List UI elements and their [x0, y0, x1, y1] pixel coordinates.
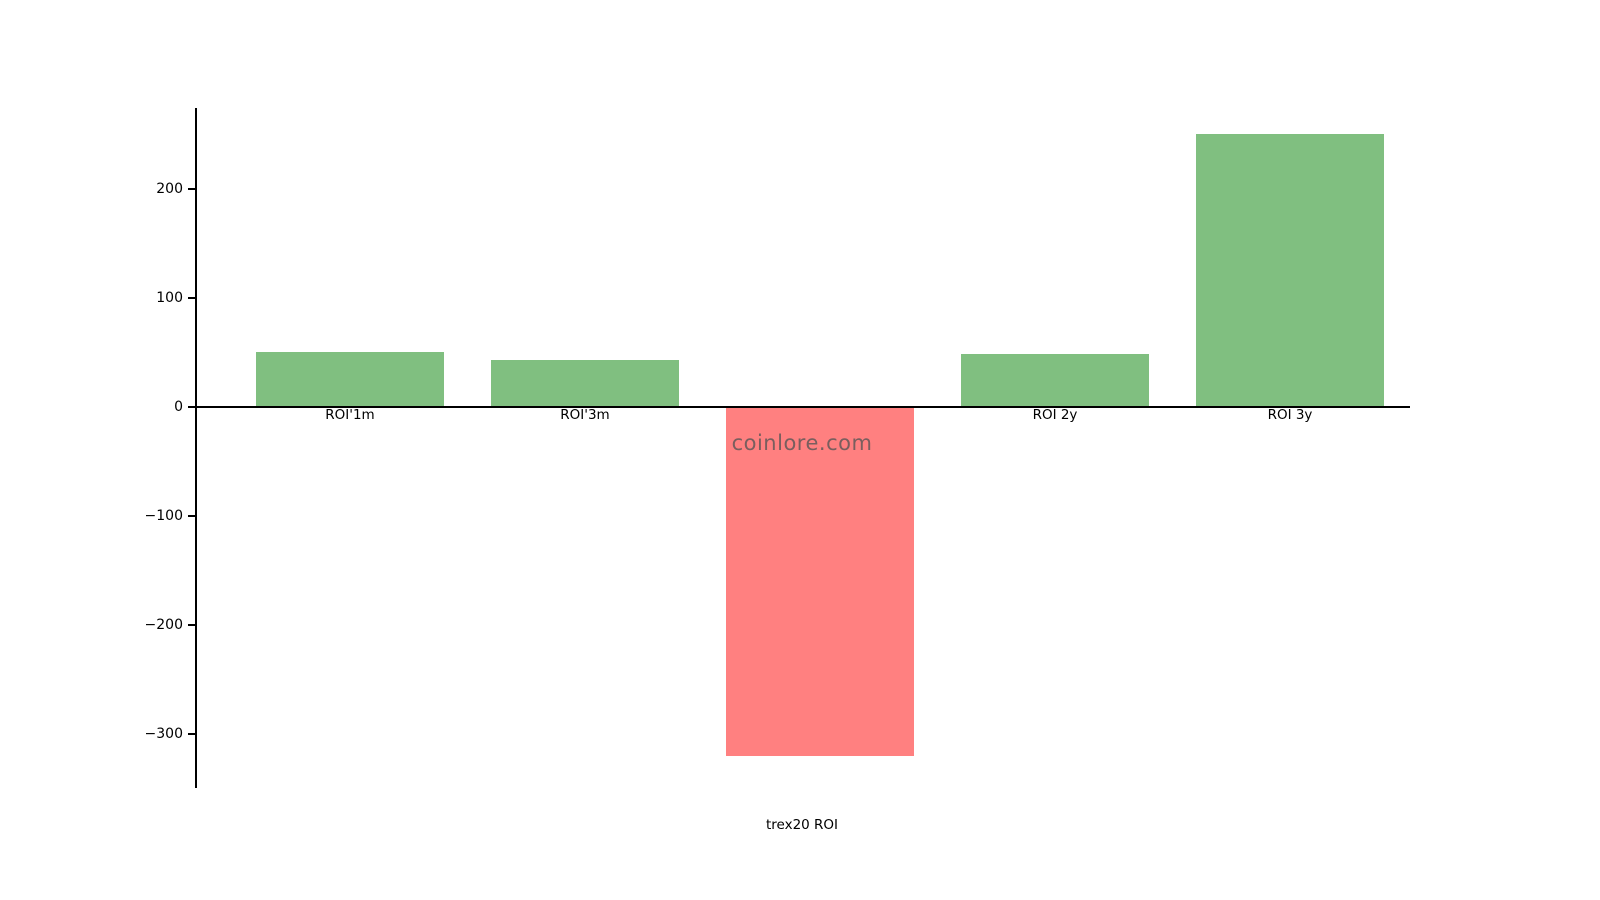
- x-tick-label-roi-3y: ROI 3y: [1267, 407, 1313, 423]
- y-tick-mark: [188, 624, 195, 626]
- bar-roi-3y: [1196, 133, 1384, 406]
- y-tick-label: −200: [144, 617, 183, 633]
- chart-caption: trex20 ROI: [765, 817, 839, 833]
- bar-roi-2y: [961, 353, 1149, 406]
- y-tick-mark: [188, 297, 195, 299]
- bar-roi-1m: [256, 351, 444, 406]
- bar-roi-1y: [726, 407, 914, 757]
- x-tick-label-roi-1m: ROI'1m: [325, 407, 375, 423]
- y-tick-label: 0: [174, 399, 183, 415]
- y-tick-label: −300: [144, 726, 183, 742]
- y-tick-mark: [188, 406, 195, 408]
- y-tick-label: 100: [156, 290, 183, 306]
- x-axis-line: [195, 406, 1410, 408]
- bar-roi-3m: [491, 360, 679, 406]
- watermark: coinlore.com: [731, 431, 873, 455]
- y-tick-mark: [188, 515, 195, 517]
- x-tick-label-roi-2y: ROI 2y: [1032, 407, 1078, 423]
- y-tick-label: 200: [156, 181, 183, 197]
- y-tick-label: −100: [144, 508, 183, 524]
- x-tick-label-roi-3m: ROI'3m: [560, 407, 610, 423]
- y-tick-mark: [188, 733, 195, 735]
- y-axis-line: [195, 108, 197, 788]
- y-tick-mark: [188, 188, 195, 190]
